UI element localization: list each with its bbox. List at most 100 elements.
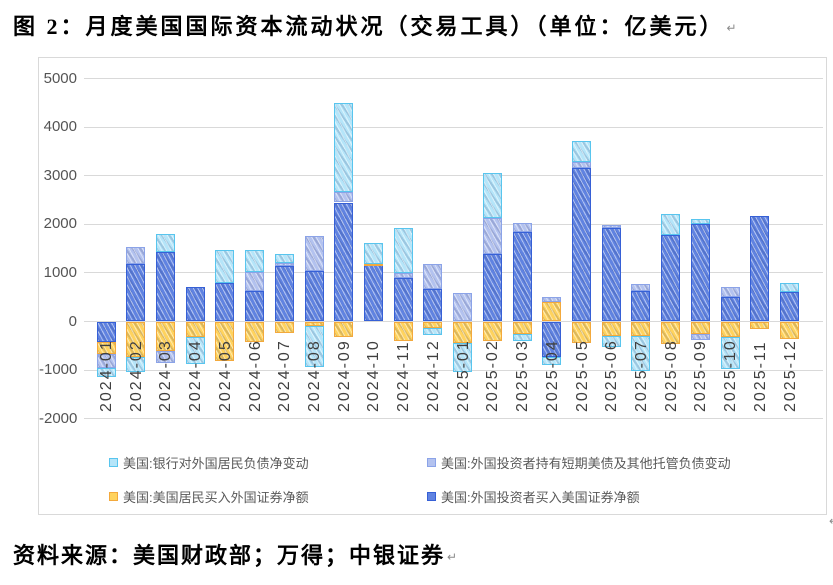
- legend-swatch-icon: [427, 458, 436, 467]
- bar-segment: [542, 357, 562, 366]
- legend-label: 美国:外国投资者持有短期美债及其他托管负债变动: [441, 456, 731, 471]
- source-note: 资料来源：美国财政部；万得；中银证券 ↵: [13, 538, 823, 570]
- bar-segment: [215, 249, 235, 284]
- bar-segment: [215, 283, 235, 322]
- bar-segment: [423, 288, 443, 322]
- bar-segment: [572, 162, 592, 168]
- bar-segment: [482, 218, 502, 254]
- bar-segment: [512, 232, 532, 322]
- bar-segment: [334, 202, 354, 322]
- bar-segment: [126, 246, 146, 265]
- bar-segment: [631, 283, 651, 292]
- x-tick-label: 2025-08: [662, 338, 680, 412]
- bar-segment: [453, 321, 473, 344]
- gridline: [84, 272, 823, 274]
- x-tick-label: 2024-03: [157, 338, 175, 412]
- legend-label: 美国:美国居民买入外国证券净额: [123, 490, 309, 505]
- bar-segment: [512, 321, 532, 334]
- bar-segment: [96, 354, 116, 369]
- bar-segment: [393, 321, 413, 341]
- legend-swatch-icon: [109, 458, 118, 467]
- bar-segment: [393, 227, 413, 274]
- bar-segment: [304, 325, 324, 367]
- bar-segment: [423, 263, 443, 289]
- page-title: 图 2：月度美国国际资本流动状况（交易工具）（单位：亿美元） ↵: [13, 9, 823, 41]
- legend-item: 美国:外国投资者持有短期美债及其他托管负债变动: [427, 453, 809, 472]
- bar-segment: [245, 291, 265, 322]
- bar-segment: [512, 333, 532, 342]
- x-tick-label: 2025-05: [573, 338, 591, 412]
- bar-segment: [126, 357, 146, 373]
- x-tick-label: 2025-11: [751, 339, 769, 412]
- bar-segment: [96, 321, 116, 343]
- y-tick-label: 3000: [43, 166, 77, 184]
- x-tick-label: 2024-05: [216, 338, 234, 412]
- y-tick-label: 5000: [43, 69, 77, 87]
- bar-segment: [363, 242, 383, 265]
- x-tick-label: 2025-10: [722, 338, 740, 412]
- bar-segment: [155, 321, 175, 351]
- bar-segment: [453, 293, 473, 322]
- legend-item: 美国:美国居民买入外国证券净额: [109, 487, 427, 506]
- bar-segment: [245, 272, 265, 292]
- gridline: [84, 418, 823, 420]
- bar-segment: [155, 350, 175, 364]
- bar-segment: [690, 333, 710, 341]
- legend-item: 美国:银行对外国居民负债净变动: [109, 453, 427, 472]
- x-tick-label: 2025-01: [454, 338, 472, 412]
- bar-segment: [304, 235, 324, 272]
- x-tick-label: 2024-01: [98, 338, 115, 412]
- bar-segment: [780, 321, 800, 339]
- gridline: [84, 126, 823, 128]
- bar-segment: [274, 321, 294, 333]
- x-tick-label: 2025-12: [781, 338, 799, 412]
- bar-segment: [126, 264, 146, 322]
- bar-segment: [601, 321, 621, 336]
- bar-segment: [185, 321, 205, 338]
- x-tick-label: 2024-12: [424, 338, 442, 412]
- y-tick-label: 4000: [43, 118, 77, 136]
- bar-segment: [215, 321, 235, 361]
- bar-segment: [334, 102, 354, 193]
- paragraph-mark-icon: ↵: [829, 514, 833, 528]
- bar-segment: [155, 234, 175, 253]
- bar-segment: [274, 265, 294, 322]
- bar-segment: [96, 368, 116, 378]
- y-tick-label: 1000: [43, 263, 77, 281]
- bar-segment: [393, 277, 413, 322]
- bar-segment: [720, 337, 740, 369]
- bar-segment: [720, 286, 740, 298]
- x-tick-label: 2025-06: [603, 338, 621, 412]
- bar-segment: [274, 253, 294, 264]
- x-tick-label: 2025-09: [692, 338, 710, 412]
- gridline: [84, 175, 823, 177]
- bar-segment: [185, 337, 205, 364]
- bar-segment: [334, 321, 354, 338]
- x-tick-label: 2024-04: [187, 338, 205, 412]
- bar-segment: [690, 218, 710, 225]
- bar-segment: [780, 283, 800, 293]
- x-tick-label: 2024-02: [127, 338, 145, 412]
- title-text: 图 2：月度美国国际资本流动状况（交易工具）（单位：亿美元）: [13, 14, 725, 39]
- legend-swatch-icon: [109, 492, 118, 501]
- x-tick-label: 2024-10: [365, 338, 383, 412]
- y-tick-label: -1000: [39, 361, 78, 379]
- bar-segment: [482, 321, 502, 342]
- bar-segment: [334, 192, 354, 203]
- legend-swatch-icon: [427, 492, 436, 501]
- bar-segment: [274, 263, 294, 266]
- legend-label: 美国:外国投资者买入美国证券净额: [441, 490, 640, 505]
- x-tick-label: 2024-08: [306, 338, 324, 412]
- bar-segment: [750, 321, 770, 329]
- bar-segment: [245, 321, 265, 343]
- x-tick-label: 2024-09: [335, 338, 353, 412]
- legend: 美国:银行对外国居民负债净变动 美国:外国投资者持有短期美债及其他托管负债变动 美国…: [109, 453, 809, 506]
- paragraph-mark-icon: ↵: [447, 550, 458, 564]
- bar-segment: [96, 342, 116, 355]
- gridline: [84, 78, 823, 80]
- y-tick-label: 2000: [43, 215, 77, 233]
- bar-segment: [482, 173, 502, 219]
- bar-segment: [185, 287, 205, 322]
- bar-segment: [393, 273, 413, 278]
- bar-segment: [780, 292, 800, 322]
